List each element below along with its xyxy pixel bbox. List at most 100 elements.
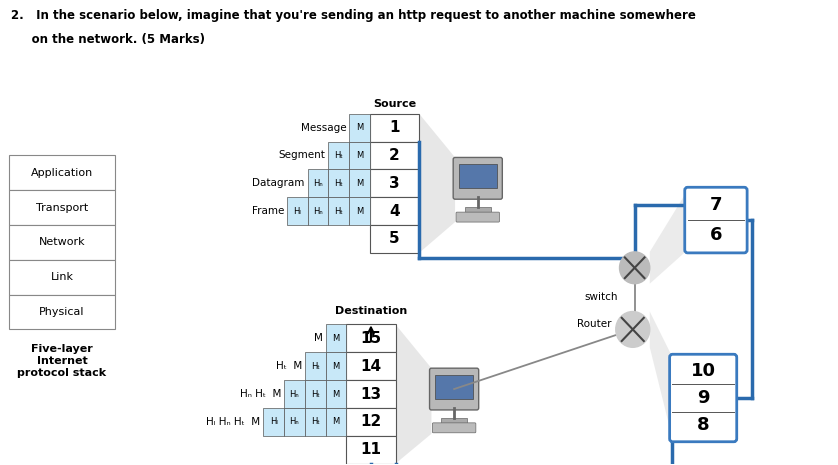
Text: 9: 9 <box>697 389 710 407</box>
FancyBboxPatch shape <box>9 190 115 225</box>
FancyBboxPatch shape <box>305 380 326 408</box>
FancyBboxPatch shape <box>9 155 115 190</box>
FancyBboxPatch shape <box>328 141 349 169</box>
Text: 15: 15 <box>360 331 381 346</box>
Text: 3: 3 <box>390 176 400 191</box>
FancyBboxPatch shape <box>346 408 396 436</box>
Circle shape <box>619 252 649 284</box>
Text: M: M <box>356 151 363 160</box>
Text: M: M <box>356 123 363 132</box>
Text: M: M <box>333 334 339 343</box>
Text: 13: 13 <box>360 386 381 402</box>
Text: 10: 10 <box>691 362 716 380</box>
Text: Frame: Frame <box>251 206 284 216</box>
Text: 1: 1 <box>390 120 400 135</box>
FancyBboxPatch shape <box>346 352 396 380</box>
Text: 8: 8 <box>697 416 710 434</box>
FancyBboxPatch shape <box>370 169 419 197</box>
FancyBboxPatch shape <box>346 380 396 408</box>
Text: Hₗ: Hₗ <box>293 206 301 216</box>
Text: M: M <box>356 206 363 216</box>
FancyBboxPatch shape <box>349 114 370 141</box>
FancyBboxPatch shape <box>430 368 478 410</box>
FancyBboxPatch shape <box>370 114 419 141</box>
Text: 4: 4 <box>390 204 400 219</box>
Text: Hₙ Hₜ  M: Hₙ Hₜ M <box>240 389 282 399</box>
FancyBboxPatch shape <box>453 158 502 199</box>
FancyBboxPatch shape <box>670 354 737 442</box>
FancyBboxPatch shape <box>9 295 115 329</box>
Text: Link: Link <box>50 272 74 282</box>
FancyBboxPatch shape <box>263 408 284 436</box>
Text: 12: 12 <box>360 414 381 429</box>
Text: Hₜ: Hₜ <box>311 390 319 399</box>
Polygon shape <box>396 325 432 464</box>
FancyBboxPatch shape <box>432 423 476 433</box>
FancyBboxPatch shape <box>326 408 346 436</box>
Text: 14: 14 <box>360 359 381 374</box>
Text: Hₜ: Hₜ <box>334 151 344 160</box>
Text: M: M <box>333 418 339 426</box>
FancyBboxPatch shape <box>9 260 115 295</box>
FancyBboxPatch shape <box>284 380 305 408</box>
Text: Network: Network <box>39 238 85 247</box>
FancyBboxPatch shape <box>464 207 491 212</box>
Text: M: M <box>356 179 363 188</box>
Text: Router: Router <box>577 319 611 329</box>
Text: M: M <box>314 333 323 343</box>
Text: Hₜ: Hₜ <box>334 206 344 216</box>
Text: Physical: Physical <box>39 307 85 317</box>
Text: 11: 11 <box>360 442 381 457</box>
FancyBboxPatch shape <box>305 408 326 436</box>
Text: Hₙ: Hₙ <box>289 390 299 399</box>
FancyBboxPatch shape <box>346 436 396 464</box>
FancyBboxPatch shape <box>349 197 370 225</box>
FancyBboxPatch shape <box>326 325 346 352</box>
Text: Destination: Destination <box>335 306 407 317</box>
FancyBboxPatch shape <box>284 408 305 436</box>
FancyBboxPatch shape <box>435 375 473 399</box>
Text: Application: Application <box>31 168 93 178</box>
FancyBboxPatch shape <box>287 197 308 225</box>
Text: 2.   In the scenario below, imagine that you're sending an http request to anoth: 2. In the scenario below, imagine that y… <box>11 9 696 22</box>
FancyBboxPatch shape <box>456 212 499 222</box>
FancyBboxPatch shape <box>370 197 419 225</box>
FancyBboxPatch shape <box>441 418 468 423</box>
FancyBboxPatch shape <box>349 141 370 169</box>
Text: Hₙ: Hₙ <box>289 418 299 426</box>
Text: switch: switch <box>584 292 618 302</box>
Text: Five-layer
Internet
protocol stack: Five-layer Internet protocol stack <box>18 344 106 378</box>
FancyBboxPatch shape <box>308 197 328 225</box>
Text: Hₗ: Hₗ <box>270 418 277 426</box>
Polygon shape <box>419 114 455 253</box>
Text: Source: Source <box>373 99 416 109</box>
FancyBboxPatch shape <box>685 187 747 253</box>
Polygon shape <box>649 190 687 284</box>
Text: Datagram: Datagram <box>252 178 305 188</box>
Text: Hₜ  M: Hₜ M <box>276 361 302 371</box>
Text: Hₜ: Hₜ <box>311 362 319 371</box>
Text: Hₙ: Hₙ <box>313 206 323 216</box>
Text: 2: 2 <box>389 148 400 163</box>
Text: 7: 7 <box>710 196 722 214</box>
Text: M: M <box>333 390 339 399</box>
Text: Message: Message <box>301 123 346 133</box>
FancyBboxPatch shape <box>328 197 349 225</box>
FancyBboxPatch shape <box>328 169 349 197</box>
FancyBboxPatch shape <box>308 169 328 197</box>
FancyBboxPatch shape <box>326 352 346 380</box>
FancyBboxPatch shape <box>9 225 115 260</box>
Text: Segment: Segment <box>279 151 326 160</box>
FancyBboxPatch shape <box>305 352 326 380</box>
Circle shape <box>616 312 649 347</box>
Text: Hₜ: Hₜ <box>311 418 319 426</box>
FancyBboxPatch shape <box>326 380 346 408</box>
Text: Hₜ: Hₜ <box>334 179 344 188</box>
Text: M: M <box>333 362 339 371</box>
FancyBboxPatch shape <box>349 169 370 197</box>
Text: 6: 6 <box>710 226 722 244</box>
Text: Hₙ: Hₙ <box>313 179 323 188</box>
Text: on the network. (5 Marks): on the network. (5 Marks) <box>11 33 204 46</box>
Text: 5: 5 <box>390 232 400 246</box>
FancyBboxPatch shape <box>459 165 497 188</box>
